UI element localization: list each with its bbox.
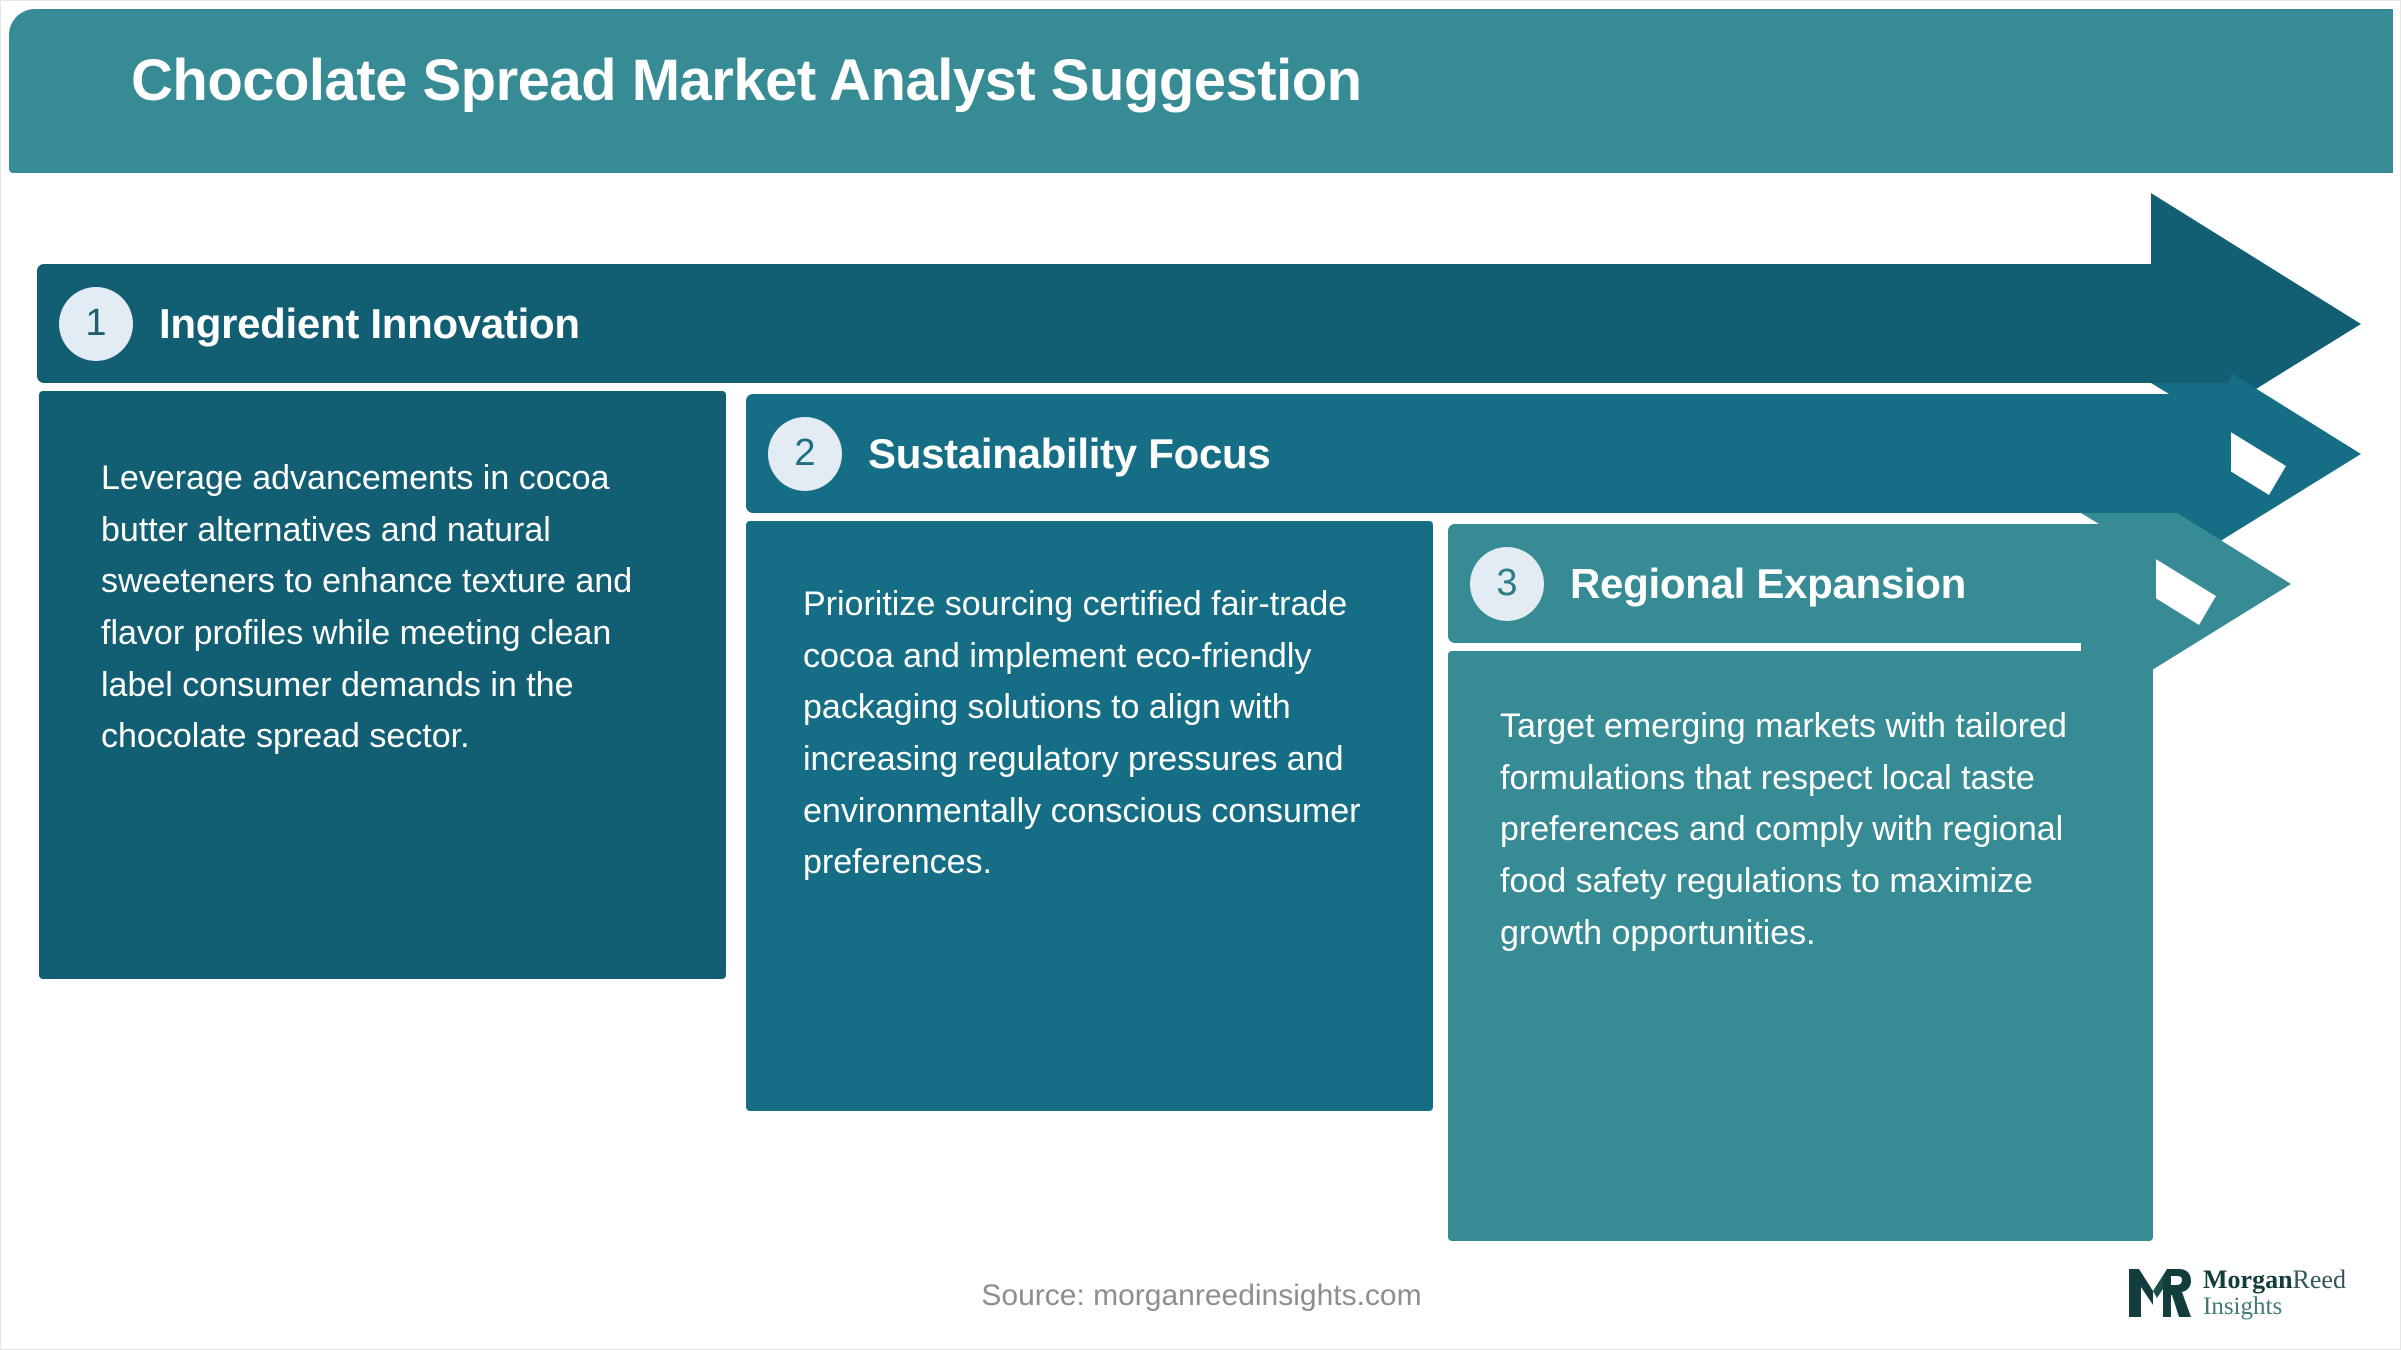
step-body-text-1: Leverage advancements in cocoa butter al… (101, 459, 633, 756)
step-title-1: Ingredient Innovation (159, 299, 580, 347)
brand-logo: MorganReed Insights (2127, 1259, 2346, 1327)
header-bar: Chocolate Spread Market Analyst Suggesti… (9, 9, 2393, 173)
logo-wordmark: MorganReed Insights (2203, 1266, 2346, 1320)
step-number-badge-1: 1 (59, 286, 133, 361)
step-band-1[interactable]: 1 Ingredient Innovation (37, 264, 2231, 383)
logo-word-insights: Insights (2203, 1292, 2283, 1320)
step-body-box-1: Leverage advancements in cocoa butter al… (39, 391, 726, 979)
morgan-reed-monogram-icon (2129, 1269, 2191, 1317)
step-title-3: Regional Expansion (1570, 559, 1966, 607)
step-number-badge-3: 3 (1470, 546, 1544, 621)
step-band-2[interactable]: 2 Sustainability Focus (746, 394, 2231, 513)
step-body-box-3: Target emerging markets with tailored fo… (1448, 651, 2153, 1241)
step-body-text-3: Target emerging markets with tailored fo… (1500, 707, 2067, 952)
step-number-1: 1 (85, 302, 107, 344)
step-number-2: 2 (794, 432, 816, 474)
page-title: Chocolate Spread Market Analyst Suggesti… (131, 48, 1362, 113)
logo-word-morgan: Morgan (2203, 1265, 2293, 1295)
step-body-box-2: Prioritize sourcing certified fair-trade… (746, 521, 1433, 1111)
step-number-badge-2: 2 (768, 416, 842, 491)
logo-word-reed: Reed (2292, 1265, 2346, 1295)
step-body-text-2: Prioritize sourcing certified fair-trade… (803, 585, 1361, 882)
step-number-3: 3 (1496, 562, 1518, 604)
source-note: Source: morganreedinsights.com (981, 1279, 1422, 1312)
step-title-2: Sustainability Focus (868, 429, 1271, 477)
step-band-3[interactable]: 3 Regional Expansion (1448, 524, 2156, 643)
